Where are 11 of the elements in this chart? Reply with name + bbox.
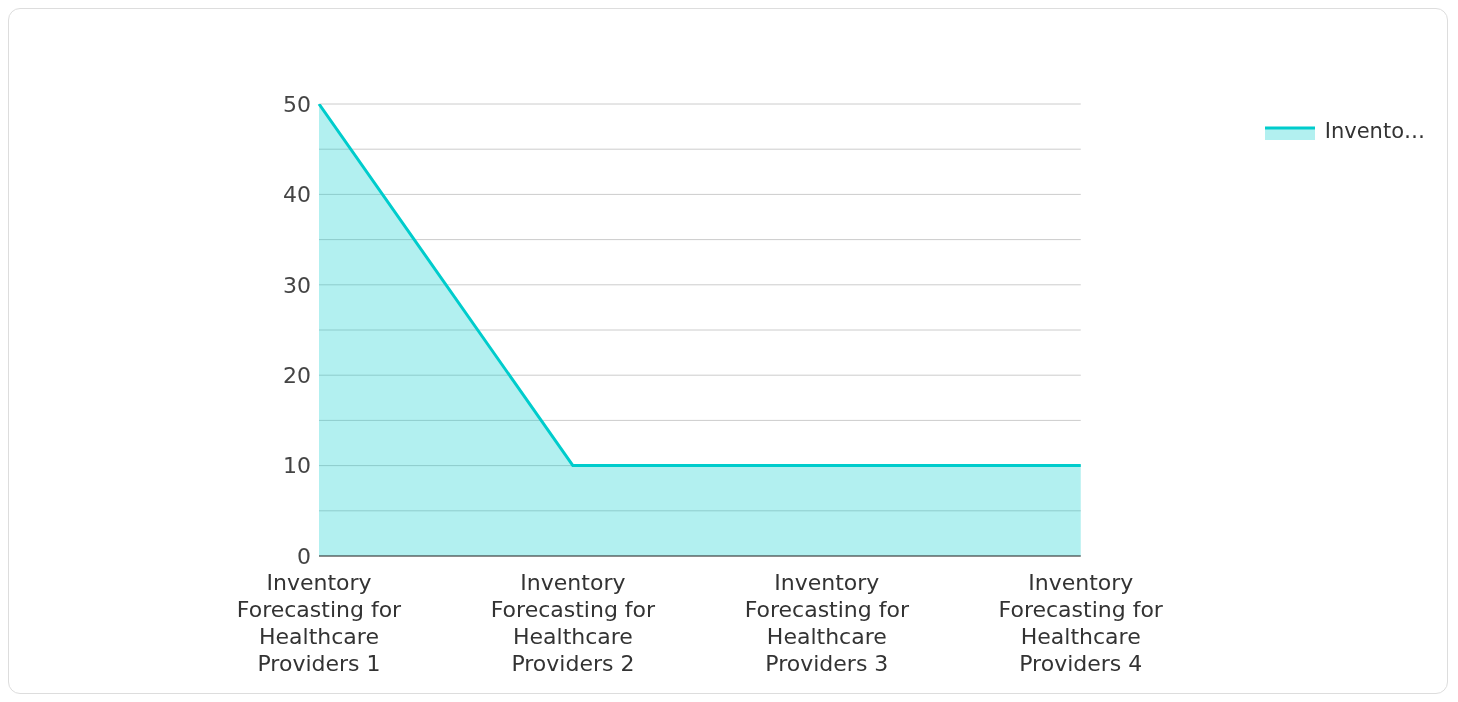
legend-label: Invento… (1324, 119, 1425, 143)
y-tick-label: 30 (283, 272, 311, 298)
x-tick-label: Inventory Forecasting for Healthcare Providers 1 (236, 570, 403, 676)
y-tick-label: 40 (283, 182, 311, 208)
x-tick-label: Inventory Forecasting for Healthcare Providers 3 (744, 570, 910, 676)
y-tick-label: 10 (283, 453, 311, 479)
x-tick-label: Inventory Forecasting for Healthcare Providers 2 (490, 570, 657, 676)
y-tick-label: 20 (283, 363, 311, 389)
y-tick-label: 0 (297, 543, 311, 569)
x-tick-label: Inventory Forecasting for Healthcare Providers 4 (998, 570, 1164, 676)
y-tick-label: 50 (283, 91, 311, 117)
